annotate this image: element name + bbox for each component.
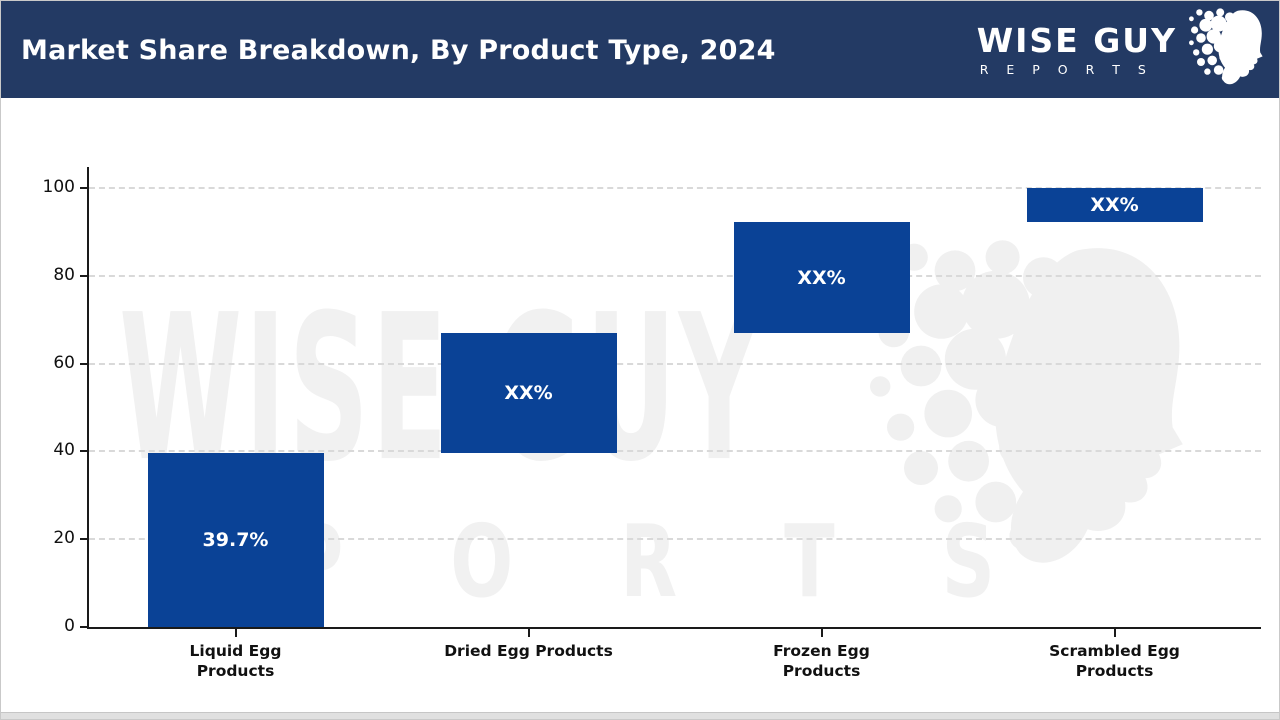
- bar-segment: [147, 452, 324, 627]
- bar-value-label: XX%: [1090, 194, 1139, 217]
- page-title: Market Share Breakdown, By Product Type,…: [21, 35, 776, 66]
- brand-subname: R E P O R T S: [979, 61, 1153, 77]
- watermark-reports-text: P O R T S: [289, 504, 1036, 621]
- bar-value-label: XX%: [797, 266, 846, 289]
- x-axis-spine: [87, 627, 1261, 629]
- gridline-80: [89, 274, 1261, 277]
- bar-segment: [1026, 188, 1203, 223]
- y-tick-label-40: 40: [53, 440, 75, 461]
- x-category-label: Scrambled Egg Products: [1049, 642, 1180, 681]
- brand-logo: WISE GUY R E P O R T S: [977, 5, 1271, 95]
- x-category-label: Liquid Egg Products: [189, 642, 282, 681]
- y-tick-mark: [80, 626, 88, 628]
- bar-segment: [440, 333, 617, 453]
- y-tick-mark: [80, 538, 88, 541]
- gridline-40: [89, 450, 1261, 453]
- x-tick-mark: [234, 629, 237, 637]
- y-tick-label-100: 100: [42, 177, 75, 197]
- x-tick-mark: [1113, 629, 1116, 637]
- y-tick-label-20: 20: [53, 528, 75, 549]
- brand-logo-text: WISE GUY R E P O R T S: [977, 24, 1177, 77]
- head-dots-icon: [1189, 8, 1263, 85]
- bar-value-label: 39.7%: [202, 528, 269, 551]
- bar-segment: [733, 222, 910, 334]
- bar-value-label: XX%: [504, 382, 553, 404]
- y-axis-spine: [87, 167, 89, 629]
- y-tick-mark: [80, 450, 88, 453]
- gridline-60: [89, 362, 1261, 365]
- y-tick-mark: [80, 187, 88, 189]
- x-tick-mark: [820, 629, 823, 637]
- footer-strip: [1, 712, 1279, 719]
- brand-name: WISE GUY: [976, 20, 1177, 60]
- x-tick-mark: [527, 629, 530, 637]
- gridline-20: [89, 538, 1261, 541]
- header: Market Share Breakdown, By Product Type,…: [1, 1, 1279, 98]
- y-tick-mark: [80, 274, 88, 277]
- watermark-head-dots-icon: [870, 240, 1183, 563]
- y-tick-mark: [80, 362, 88, 365]
- y-tick-label-0: 0: [64, 616, 75, 636]
- y-tick-label-80: 80: [53, 264, 75, 285]
- y-tick-label-60: 60: [53, 352, 75, 373]
- x-category-label: Frozen Egg Products: [773, 642, 870, 681]
- x-category-label: Dried Egg Products: [444, 642, 613, 660]
- gridline-100: [89, 187, 1261, 189]
